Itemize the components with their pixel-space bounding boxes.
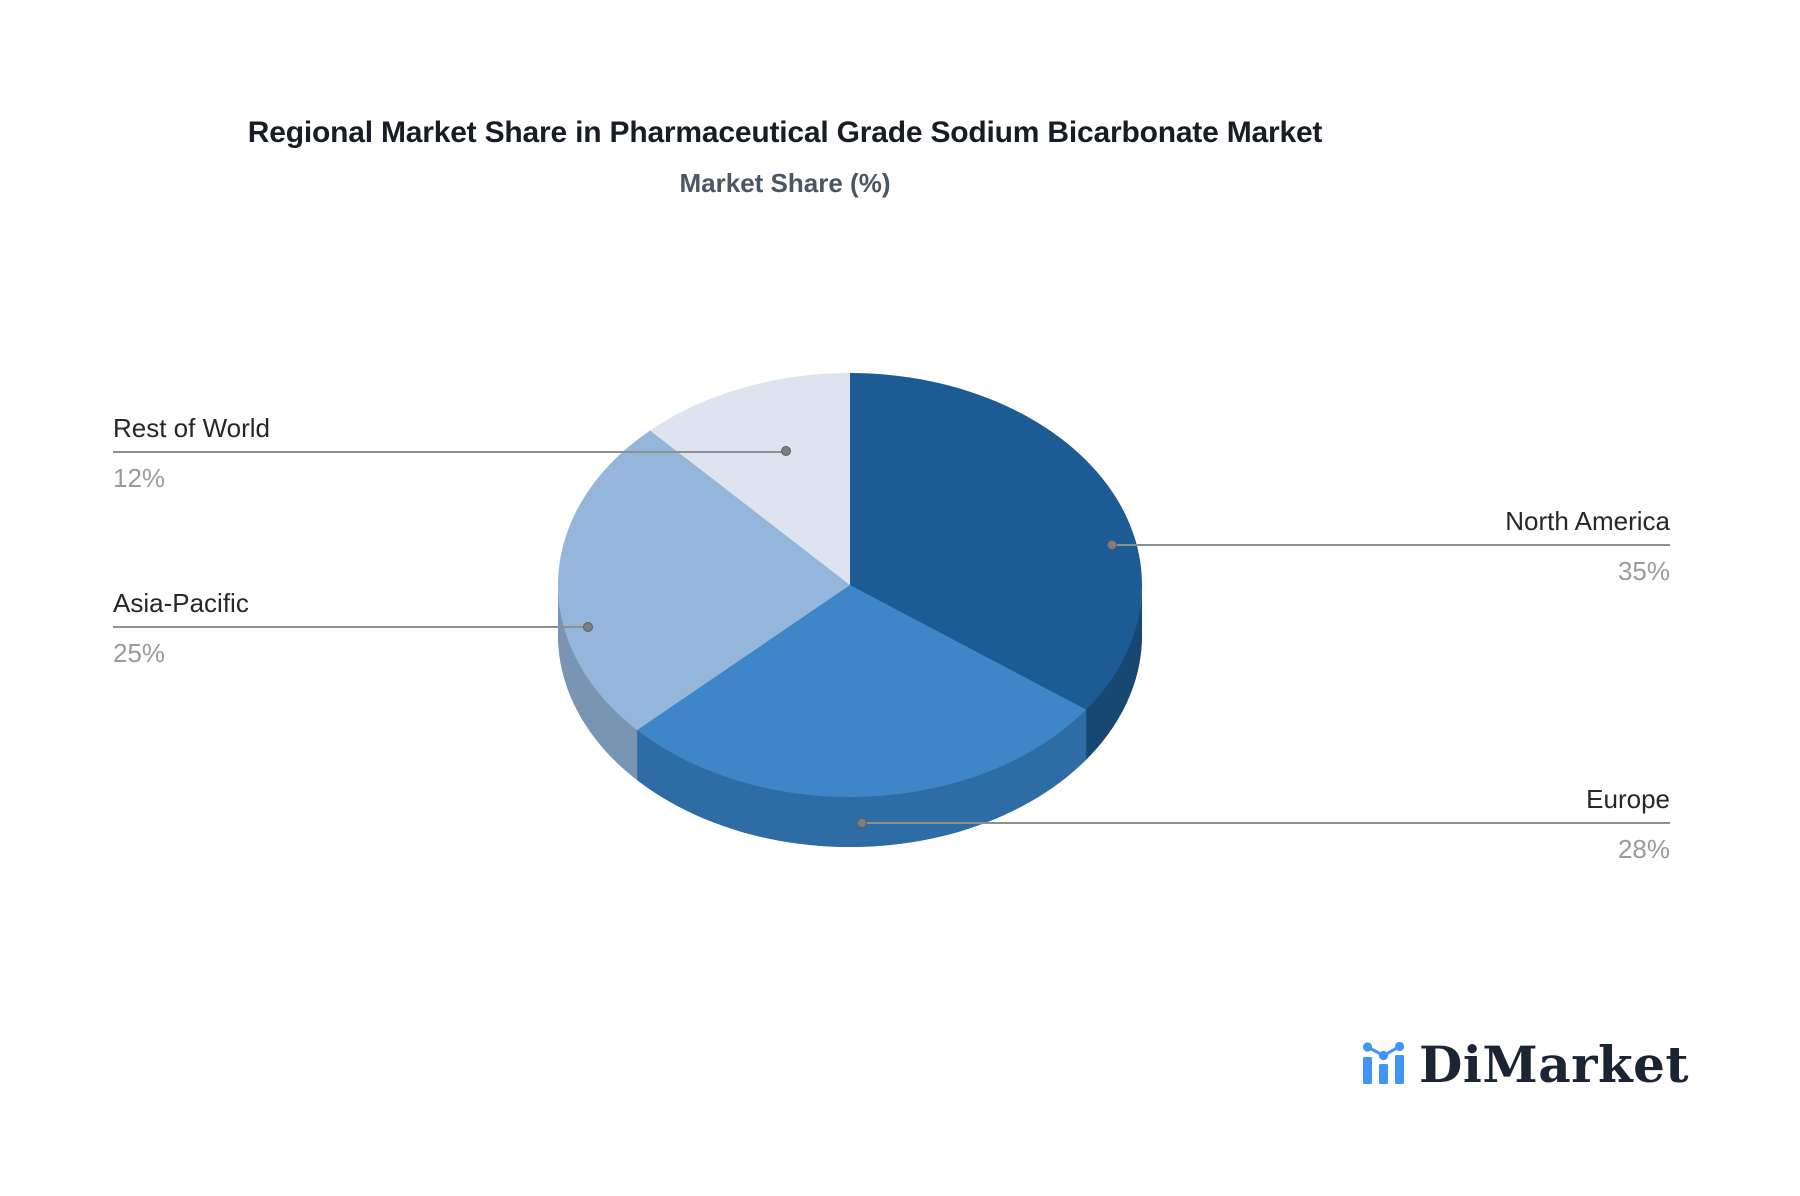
pie-slice-north-america — [850, 373, 1142, 710]
callout-label-rest-of-world: Rest of World — [113, 413, 271, 443]
callout-value-rest-of-world: 12% — [113, 463, 166, 493]
leader-dot-europe — [857, 818, 867, 828]
leader-dot-rest-of-world — [781, 446, 791, 456]
pie-slice-asia-pacific — [558, 430, 850, 731]
pie-rim-wall-europe — [637, 709, 1087, 847]
callout-label-europe: Europe — [1586, 784, 1670, 814]
chart-title: Regional Market Share in Pharmaceutical … — [247, 116, 1323, 149]
chart-subtitle: Market Share (%) — [679, 168, 891, 198]
pie-rim-wall-north-america — [1086, 585, 1142, 760]
logo-text: DiMarket — [1419, 1035, 1689, 1094]
pie-slice-rest-of-world — [650, 373, 850, 585]
callout-value-north-america: 35% — [1617, 556, 1670, 586]
callout-value-europe: 28% — [1617, 834, 1670, 864]
leader-dot-north-america — [1107, 540, 1117, 550]
leader-dot-asia-pacific — [583, 622, 593, 632]
bar-line-chart-icon — [1362, 1042, 1405, 1084]
callout-value-asia-pacific: 25% — [113, 638, 166, 668]
pie-slice-europe — [637, 585, 1087, 797]
pie-rim-wall-asia-pacific — [558, 585, 638, 781]
dimarket-logo: DiMarket — [1362, 1035, 1689, 1094]
callout-label-asia-pacific: Asia-Pacific — [113, 588, 249, 618]
callout-label-north-america: North America — [1505, 506, 1670, 536]
